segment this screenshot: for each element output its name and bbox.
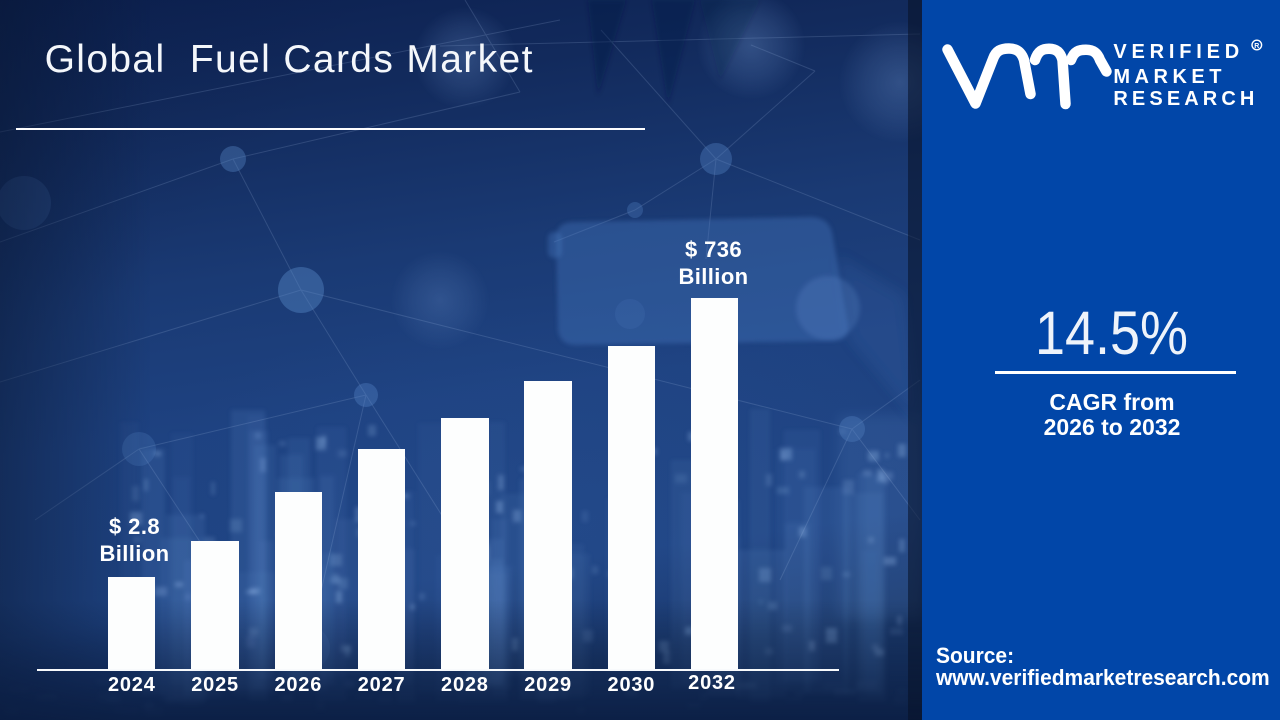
svg-text:R: R xyxy=(1254,43,1259,50)
